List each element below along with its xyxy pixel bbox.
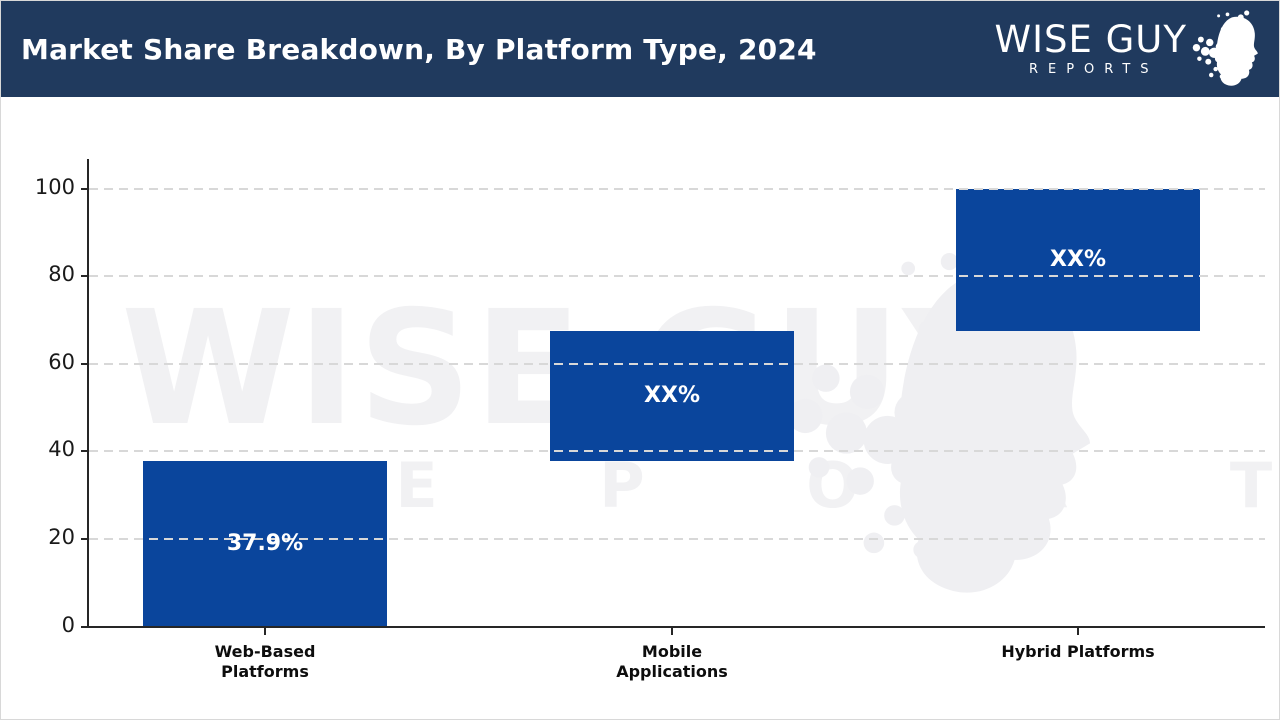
bar [550, 330, 794, 461]
y-tick [81, 275, 89, 278]
gridline [89, 537, 1265, 540]
y-tick-label: 80 [48, 262, 75, 287]
y-tick [81, 625, 89, 628]
bar-value-label: XX% [644, 383, 700, 409]
x-axis-line [87, 626, 1265, 628]
x-tick [1077, 626, 1079, 635]
brand-logo-text: WISE GUY REPORTS [995, 21, 1187, 77]
y-tick-label: 100 [34, 174, 75, 199]
gridline [89, 450, 1265, 453]
y-tick-label: 0 [61, 612, 75, 637]
y-tick-label: 20 [48, 524, 75, 549]
brand-name: WISE GUY [994, 18, 1187, 61]
x-category-label: Mobile Applications [616, 641, 728, 682]
y-tick [81, 450, 89, 453]
x-category-label: Web-Based Platforms [214, 641, 316, 682]
y-tick [81, 537, 89, 540]
header-bar: Market Share Breakdown, By Platform Type… [1, 1, 1279, 97]
gridline [89, 362, 1265, 365]
x-category-label: Hybrid Platforms [1001, 641, 1155, 661]
y-tick [81, 362, 89, 365]
gridline [89, 187, 1265, 190]
bar-value-label: 37.9% [226, 531, 304, 557]
x-tick [264, 626, 266, 635]
y-tick-label: 40 [48, 437, 75, 462]
bar [956, 188, 1200, 331]
bar-value-label: XX% [1050, 247, 1106, 273]
plot-region: 0 20 40 60 80 100 37.9% Web-Based Platforms XX% M… [1, 97, 1279, 719]
brand-subtitle: REPORTS [1028, 62, 1159, 77]
brand-logo: WISE GUY REPORTS [995, 7, 1263, 92]
y-tick-label: 60 [48, 349, 75, 374]
chart-title: Market Share Breakdown, By Platform Type… [21, 32, 817, 66]
x-tick [671, 626, 673, 635]
y-axis-line [87, 159, 89, 628]
y-tick [81, 187, 89, 190]
chart-area: WISE GUY R E P O R T S [1, 97, 1279, 719]
gridline [89, 275, 1265, 278]
bar [143, 460, 387, 627]
face-profile-icon [1189, 7, 1263, 92]
